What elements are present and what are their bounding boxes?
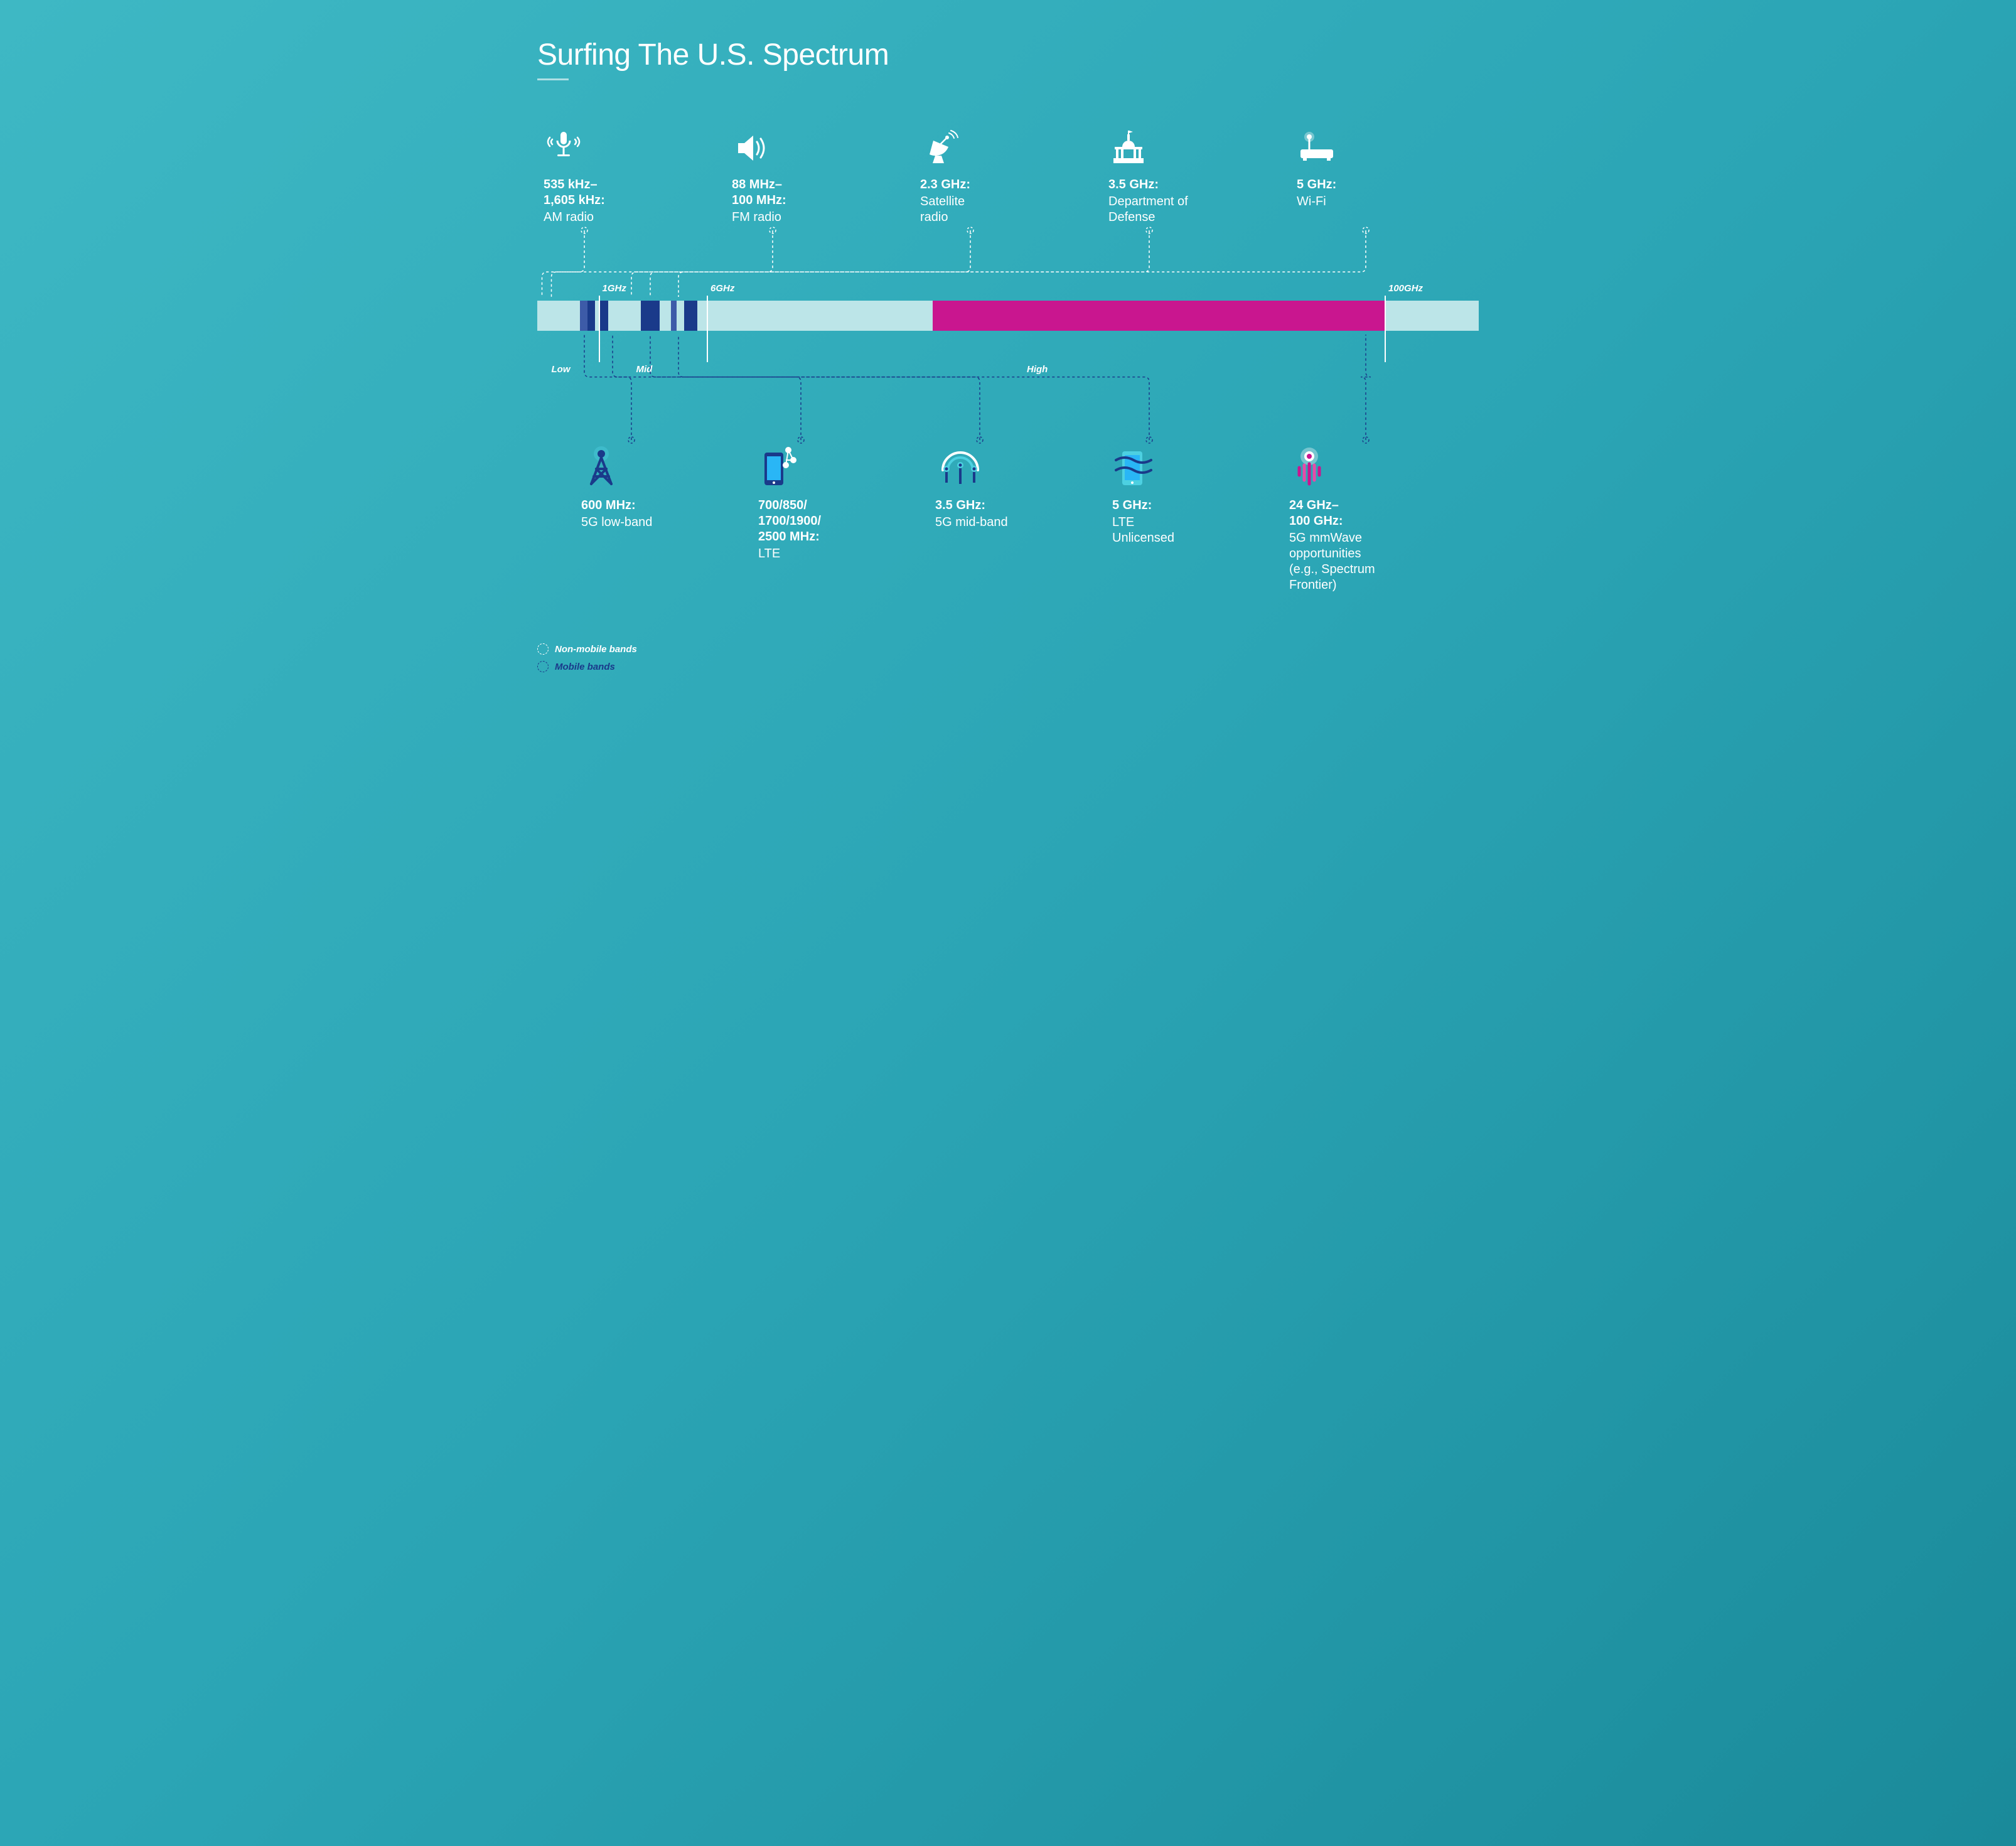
band-wifi: 5 GHz: Wi-Fi — [1297, 124, 1472, 225]
page-title: Surfing The U.S. Spectrum — [537, 38, 1479, 72]
spectrum-segment — [608, 301, 641, 331]
freq-label: 88 MHz– 100 MHz: — [732, 177, 908, 208]
desc-label: 5G mid-band — [935, 515, 1100, 530]
band-fm-radio: 88 MHz– 100 MHz: FM radio — [732, 124, 908, 225]
microphone-icon — [544, 124, 719, 168]
band-dod: 3.5 GHz: Department of Defense — [1108, 124, 1284, 225]
legend-non-mobile: Non-mobile bands — [537, 643, 1479, 655]
spectrum-bar — [537, 301, 1479, 331]
band-5g-low: 600 MHz: 5G low-band — [581, 445, 746, 593]
freq-label: 2.3 GHz: — [920, 177, 1096, 193]
band-lte-unlicensed: 5 GHz: LTE Unlicensed — [1112, 445, 1277, 593]
desc-label: 5G mmWave opportunities (e.g., Spectrum … — [1289, 530, 1454, 593]
tower-icon — [581, 445, 746, 489]
legend-label: Mobile bands — [555, 662, 615, 672]
infographic-container: Surfing The U.S. Spectrum — [537, 38, 1479, 672]
spectrum-segment — [684, 301, 697, 331]
legend-dot-white — [537, 643, 549, 655]
desc-label: LTE — [758, 546, 923, 562]
spectrum-segment — [580, 301, 587, 331]
bottom-bands-row: 600 MHz: 5G low-band — [537, 445, 1479, 593]
freq-label: 5 GHz: — [1297, 177, 1472, 193]
spectrum-marker — [707, 296, 708, 362]
speaker-icon — [732, 124, 908, 168]
antenna-arc-icon — [935, 445, 1100, 489]
freq-label: 5 GHz: — [1112, 498, 1277, 513]
legend-mobile: Mobile bands — [537, 661, 1479, 672]
spectrum-segment — [660, 301, 671, 331]
band-mmwave: 24 GHz– 100 GHz: 5G mmWave opportunities… — [1289, 445, 1454, 593]
router-icon — [1297, 124, 1472, 168]
legend-dot-blue — [537, 661, 549, 672]
freq-label: 24 GHz– 100 GHz: — [1289, 498, 1454, 529]
band-5g-mid: 3.5 GHz: 5G mid-band — [935, 445, 1100, 593]
phone-wave-icon — [1112, 445, 1277, 489]
desc-label: FM radio — [732, 210, 908, 225]
desc-label: Department of Defense — [1108, 194, 1284, 225]
band-satellite: 2.3 GHz: Satellite radio — [920, 124, 1096, 225]
desc-label: 5G low-band — [581, 515, 746, 530]
spectrum-segment — [587, 301, 595, 331]
desc-label: AM radio — [544, 210, 719, 225]
desc-label: Wi-Fi — [1297, 194, 1472, 210]
spectrum-marker — [1385, 296, 1386, 362]
spectrum-marker — [599, 296, 600, 362]
freq-label: 600 MHz: — [581, 498, 746, 513]
capitol-icon — [1108, 124, 1284, 168]
marker-label: 6GHz — [710, 283, 734, 294]
phone-share-icon — [758, 445, 923, 489]
title-underline — [537, 78, 569, 80]
spectrum-segment — [1385, 301, 1479, 331]
spectrum-segment — [697, 301, 933, 331]
marker-label: 100GHz — [1388, 283, 1423, 294]
band-region-label: High — [1027, 364, 1048, 375]
freq-label: 535 kHz– 1,605 kHz: — [544, 177, 719, 208]
spectrum-segment — [933, 301, 1385, 331]
top-bands-row: 535 kHz– 1,605 kHz: AM radio 88 MHz– 100… — [537, 124, 1479, 225]
spectrum-segment — [671, 301, 677, 331]
band-region-label: Low — [552, 364, 571, 375]
spectrum-bar-wrap: 1GHz6GHz100GHz LowMidHigh — [537, 301, 1479, 357]
mmwave-icon — [1289, 445, 1454, 489]
spectrum-segment — [641, 301, 660, 331]
legend-label: Non-mobile bands — [555, 644, 637, 655]
band-lte: 700/850/ 1700/1900/ 2500 MHz: LTE — [758, 445, 923, 593]
band-region-label: Mid — [636, 364, 653, 375]
freq-label: 3.5 GHz: — [935, 498, 1100, 513]
spectrum-segment — [537, 301, 580, 331]
spectrum-segment — [677, 301, 684, 331]
spectrum-segment — [599, 301, 608, 331]
freq-label: 3.5 GHz: — [1108, 177, 1284, 193]
desc-label: Satellite radio — [920, 194, 1096, 225]
band-am-radio: 535 kHz– 1,605 kHz: AM radio — [544, 124, 719, 225]
legend: Non-mobile bands Mobile bands — [537, 643, 1479, 672]
satellite-dish-icon — [920, 124, 1096, 168]
desc-label: LTE Unlicensed — [1112, 515, 1277, 546]
diagram-area: 535 kHz– 1,605 kHz: AM radio 88 MHz– 100… — [537, 124, 1479, 593]
marker-label: 1GHz — [603, 283, 626, 294]
freq-label: 700/850/ 1700/1900/ 2500 MHz: — [758, 498, 923, 545]
